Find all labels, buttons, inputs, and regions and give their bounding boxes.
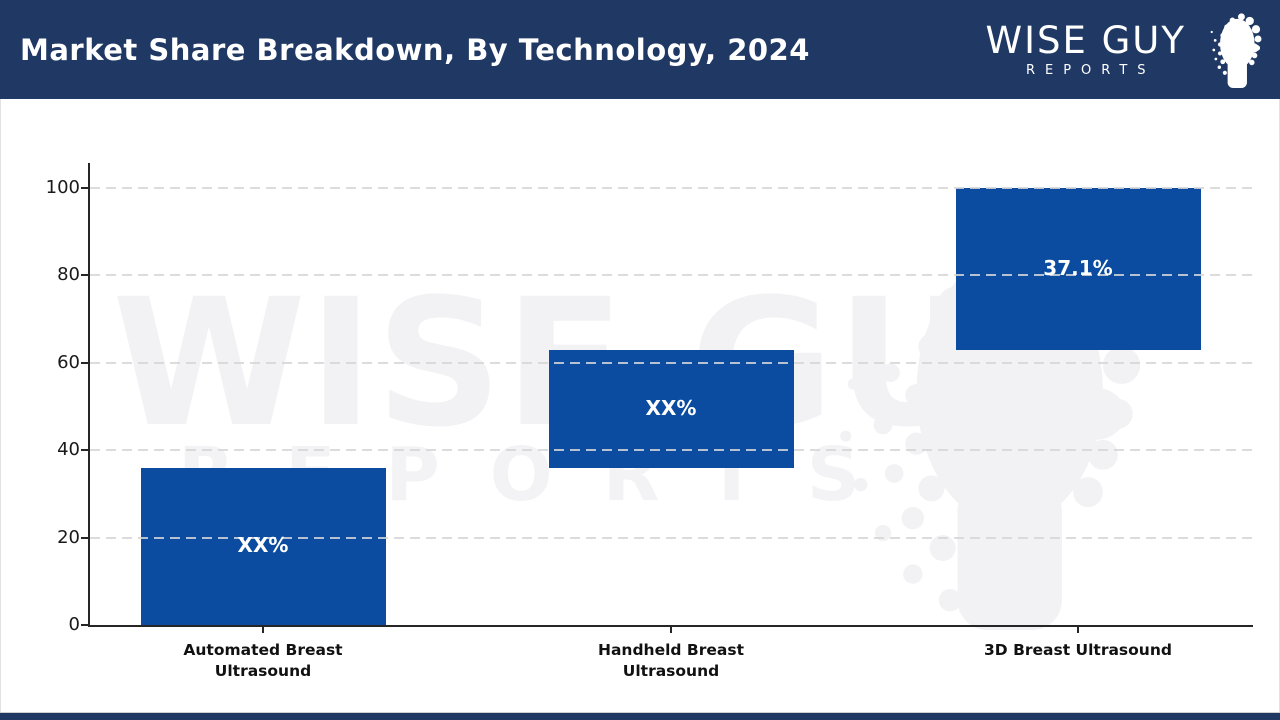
y-tick-label-100: 100 xyxy=(45,176,80,198)
y-tick-label-80: 80 xyxy=(57,264,80,285)
y-tick-label-40: 40 xyxy=(57,439,80,460)
x-category-label-2: Handheld Breast Ultrasound xyxy=(598,641,744,680)
x-axis-line xyxy=(88,625,1253,627)
bar-segment-3 xyxy=(955,187,1201,350)
x-category-label-3: 3D Breast Ultrasound xyxy=(984,641,1172,659)
y-tick-mark-20 xyxy=(81,536,88,539)
bar-segment-2 xyxy=(548,349,794,468)
header-banner: Market Share Breakdown, By Technology, 2… xyxy=(0,0,1280,99)
y-tick-mark-80 xyxy=(81,274,88,276)
page-left-edge xyxy=(0,99,1,713)
bar-value-label-3: 37.1% xyxy=(1043,255,1113,280)
y-tick-label-20: 20 xyxy=(57,526,80,548)
chart-title: Market Share Breakdown, By Technology, 2… xyxy=(20,32,810,67)
y-tick-label-60: 60 xyxy=(57,351,80,373)
wise-guy-reports-logo: WISE GUY REPORTS xyxy=(986,12,1280,88)
footer-hairline xyxy=(0,712,1280,713)
x-tick-mark-1 xyxy=(262,627,264,633)
y-tick-mark-60 xyxy=(81,361,88,364)
bar-value-label-1: XX% xyxy=(237,533,289,558)
bar-segment-1 xyxy=(140,467,386,625)
gridline-y-80 xyxy=(90,274,1253,276)
x-tick-mark-2 xyxy=(670,627,672,633)
x-category-label-1: Automated Breast Ultrasound xyxy=(183,641,343,680)
x-tick-mark-3 xyxy=(1077,627,1079,633)
y-axis-line xyxy=(88,163,90,627)
gridline-y-20 xyxy=(90,536,1253,539)
gridline-y-40 xyxy=(90,449,1253,451)
y-tick-mark-40 xyxy=(81,449,88,451)
y-tick-mark-0 xyxy=(81,624,88,626)
logo-wordmark: WISE GUY xyxy=(985,19,1186,62)
y-tick-label-0: 0 xyxy=(68,614,80,635)
y-tick-mark-100 xyxy=(81,186,88,189)
logo-face-dots-icon xyxy=(1210,12,1262,88)
footer-bar xyxy=(0,713,1280,720)
logo-subtitle: REPORTS xyxy=(1025,63,1156,78)
bar-value-label-2: XX% xyxy=(645,395,697,420)
logo-text: WISE GUY REPORTS xyxy=(986,22,1186,77)
gridline-y-100 xyxy=(90,186,1253,189)
gridline-y-60 xyxy=(90,361,1253,364)
